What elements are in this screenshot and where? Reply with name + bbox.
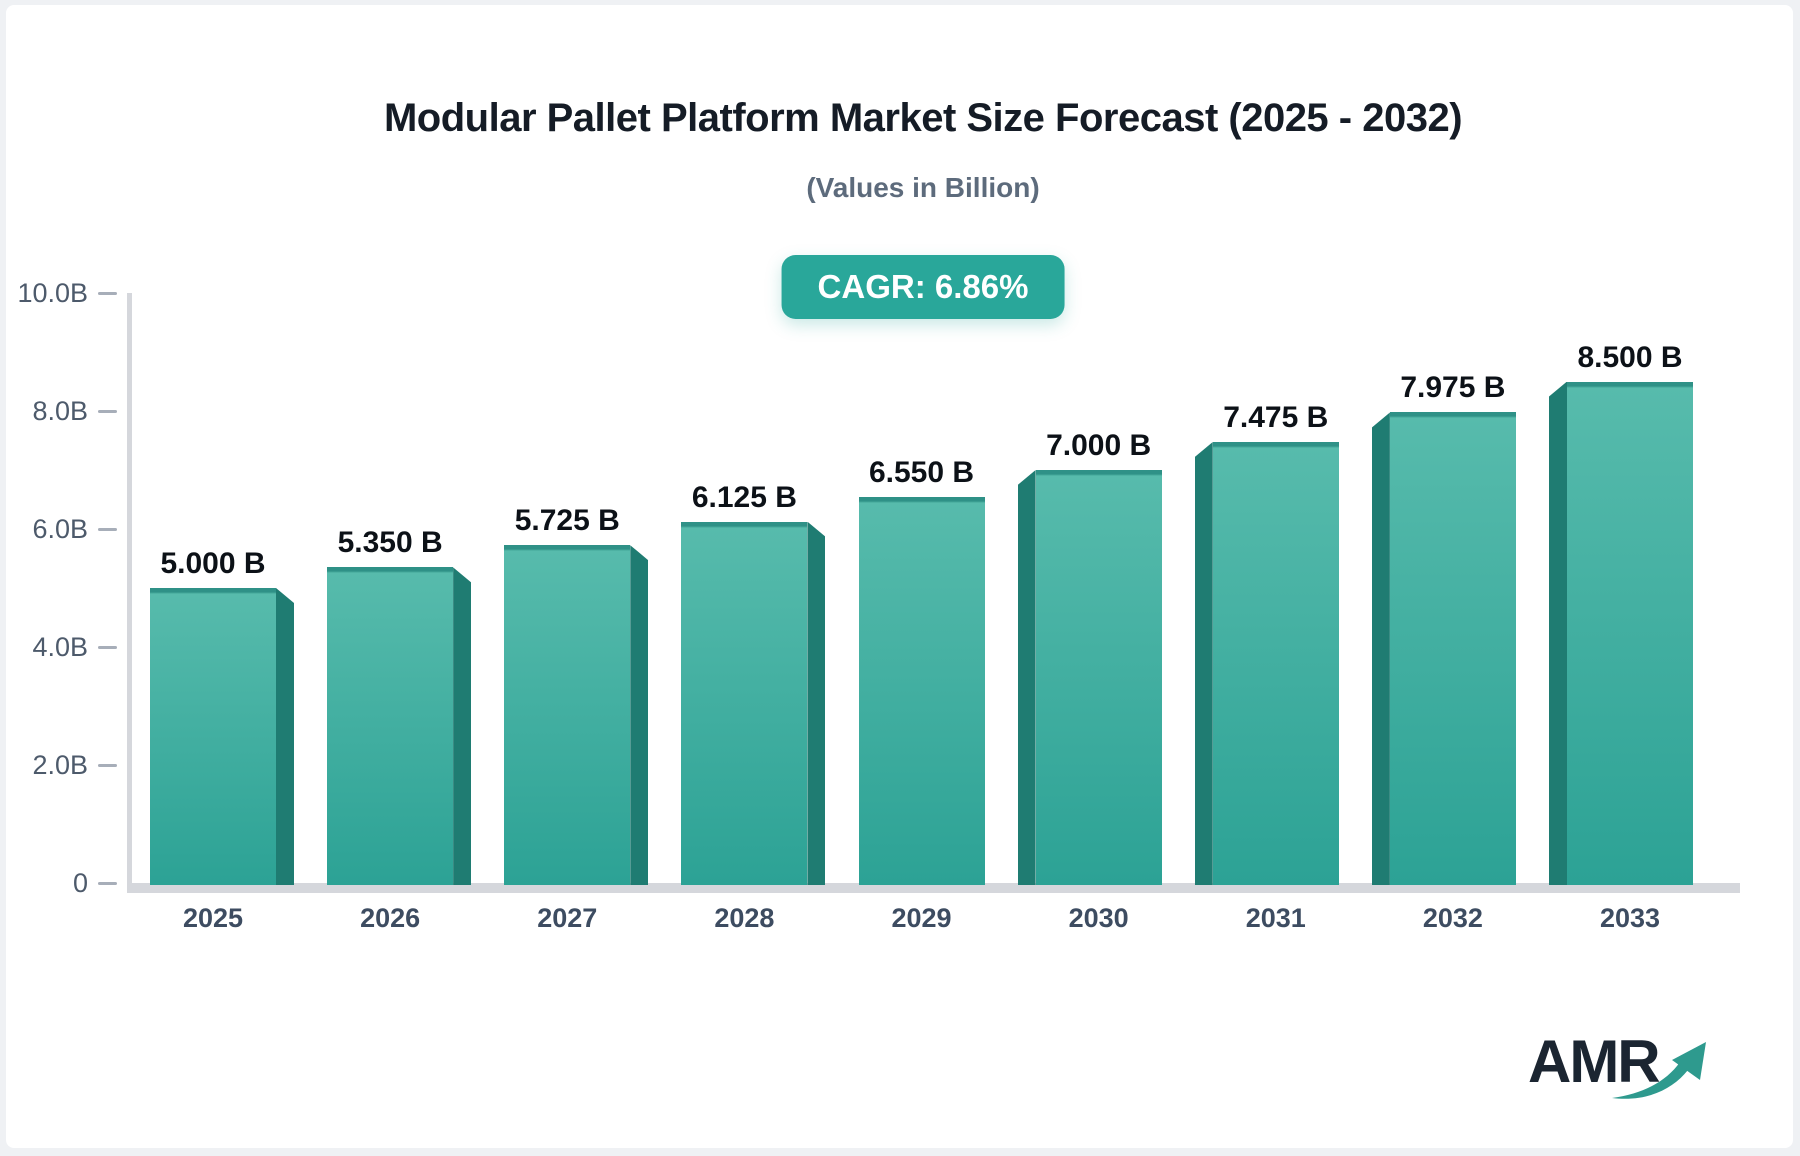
chart-subtitle: (Values in Billion) xyxy=(806,172,1040,203)
x-tick-label-2032: 2032 xyxy=(1422,903,1483,933)
bar-2025 xyxy=(150,588,276,885)
bar-side-face xyxy=(1017,470,1036,885)
y-tick-label: 4.0B xyxy=(32,632,88,662)
y-tick-mark xyxy=(98,882,117,885)
bar-2032 xyxy=(1389,412,1516,885)
bar-2026 xyxy=(327,567,454,885)
bar-2033 xyxy=(1567,381,1693,885)
y-tick-mark xyxy=(98,764,117,767)
x-tick-label-2025: 2025 xyxy=(182,903,244,933)
bar-value-label: 7.475 B xyxy=(1223,400,1329,434)
x-tick-label-2031: 2031 xyxy=(1245,903,1306,933)
bar-2030 xyxy=(1035,470,1162,885)
bar-side-face xyxy=(453,567,472,885)
x-tick-label-2028: 2028 xyxy=(714,903,775,933)
chart-title: Modular Pallet Platform Market Size Fore… xyxy=(383,96,1463,140)
bar-value-label: 6.125 B xyxy=(691,480,797,514)
y-tick-mark xyxy=(98,646,117,649)
bar-2029 xyxy=(858,496,985,885)
bar-value-label: 5.350 B xyxy=(337,526,443,560)
x-tick-label-2027: 2027 xyxy=(537,903,598,933)
y-tick-label: 6.0B xyxy=(32,514,88,544)
y-axis-line xyxy=(127,293,132,893)
bar-side-face xyxy=(1194,441,1213,885)
bar-value-label: 6.550 B xyxy=(868,455,975,489)
bar-side-face xyxy=(276,588,294,885)
x-tick-label-2030: 2030 xyxy=(1068,903,1129,933)
amr-logo: AMR xyxy=(1528,1032,1718,1112)
bar-value-label: 5.000 B xyxy=(160,547,266,580)
y-tick-mark xyxy=(98,410,117,413)
x-tick-label-2026: 2026 xyxy=(360,903,421,933)
y-tick-label: 8.0B xyxy=(32,396,88,426)
y-tick-label: 0 xyxy=(72,868,88,898)
bar-side-face xyxy=(1371,412,1390,885)
bar-2027 xyxy=(504,545,631,885)
bar-value-label: 7.975 B xyxy=(1400,371,1506,405)
x-tick-label-2029: 2029 xyxy=(891,903,952,933)
x-axis-baseline xyxy=(127,883,1740,893)
y-tick-mark xyxy=(98,292,117,295)
y-tick-label: 2.0B xyxy=(32,750,88,780)
growth-arrow-icon xyxy=(1612,1042,1706,1099)
bar-side-face xyxy=(630,545,649,885)
bar-value-label: 5.725 B xyxy=(514,504,620,538)
x-tick-label-2033: 2033 xyxy=(1599,903,1661,933)
bar-value-label: 7.000 B xyxy=(1046,429,1152,462)
cagr-badge: CAGR: 6.86% xyxy=(781,255,1065,319)
bar-side-face xyxy=(807,521,826,885)
bar-2031 xyxy=(1212,441,1339,885)
bar-2028 xyxy=(681,521,808,885)
amr-logo-text: AMR xyxy=(1528,1028,1661,1095)
y-tick-label: 10.0B xyxy=(17,278,88,308)
y-tick-mark xyxy=(98,528,117,531)
bar-value-label: 8.500 B xyxy=(1577,340,1683,374)
bar-side-face xyxy=(1549,381,1567,885)
